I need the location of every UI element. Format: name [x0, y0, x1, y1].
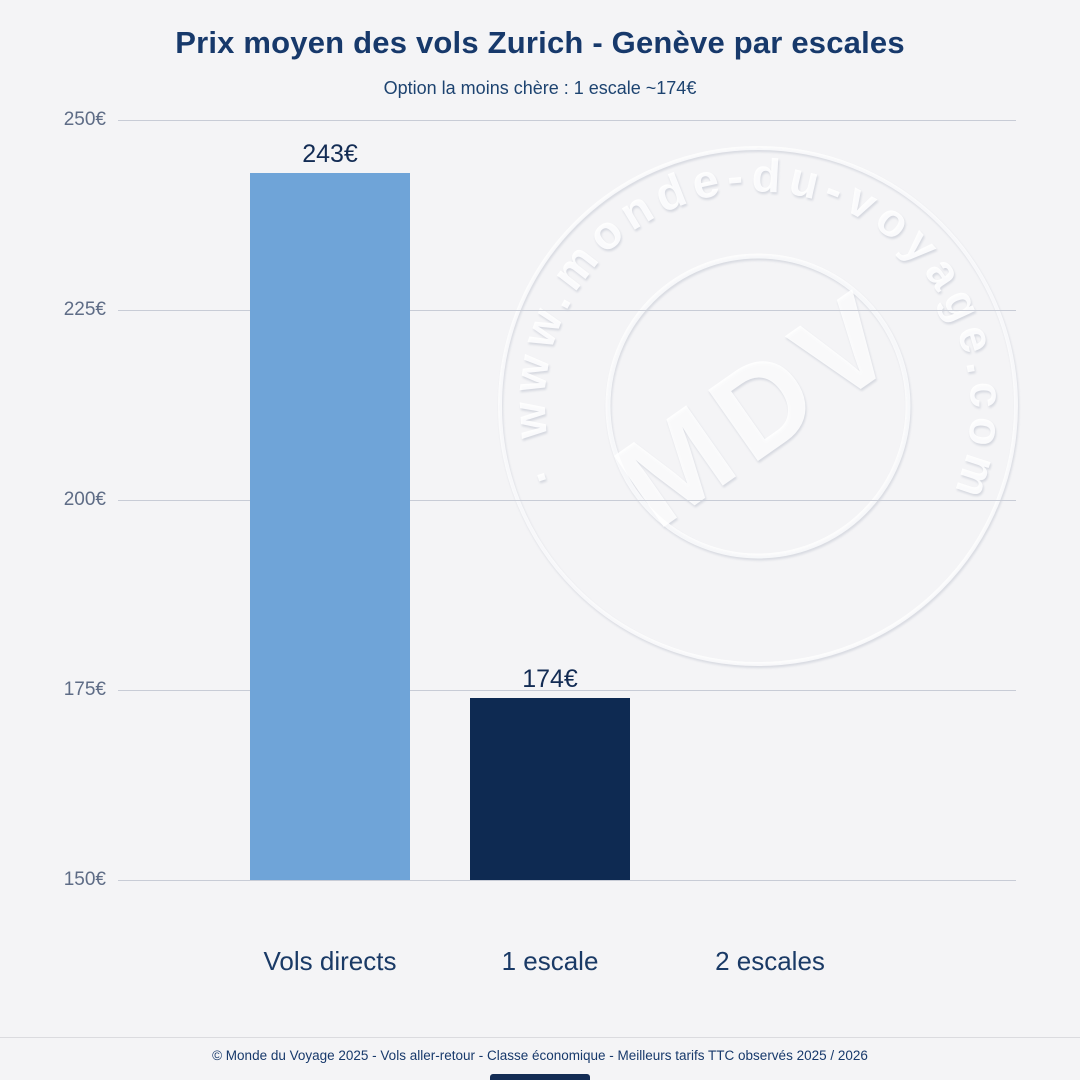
- bar: [470, 697, 630, 880]
- x-axis-category-label: 1 escale: [501, 946, 599, 976]
- x-axis-category-label: 2 escales: [715, 946, 825, 976]
- gridline: [118, 310, 1016, 311]
- y-axis-tick-label: 200€: [63, 489, 106, 510]
- chart-title: Prix moyen des vols Zurich - Genève par …: [175, 25, 905, 60]
- y-axis-tick-label: 150€: [63, 869, 106, 890]
- footer-text: © Monde du Voyage 2025 - Vols aller-reto…: [212, 1048, 868, 1063]
- gridline: [118, 120, 1016, 121]
- chart-subtitle: Option la moins chère : 1 escale ~174€: [383, 78, 697, 98]
- watermark-center-text: MDV: [591, 261, 926, 554]
- bottom-accent-bar-icon: [490, 1074, 590, 1080]
- y-axis-tick-label: 250€: [63, 109, 106, 130]
- y-axis-tick-label: 225€: [63, 299, 106, 320]
- footer-divider: [0, 1037, 1080, 1038]
- watermark-outer-ring-icon: [498, 146, 1018, 666]
- gridline: [118, 880, 1016, 881]
- bar-value-label: 243€: [302, 140, 358, 169]
- bar: [250, 173, 410, 880]
- bar-value-label: 174€: [522, 664, 578, 693]
- gridline: [118, 690, 1016, 691]
- gridline: [118, 500, 1016, 501]
- brand-watermark: · www.monde-du-voyage.com MDV: [498, 146, 1018, 666]
- watermark-inner-ring-icon: [605, 253, 911, 559]
- y-axis-tick-label: 175€: [63, 679, 106, 700]
- x-axis-category-label: Vols directs: [263, 946, 397, 976]
